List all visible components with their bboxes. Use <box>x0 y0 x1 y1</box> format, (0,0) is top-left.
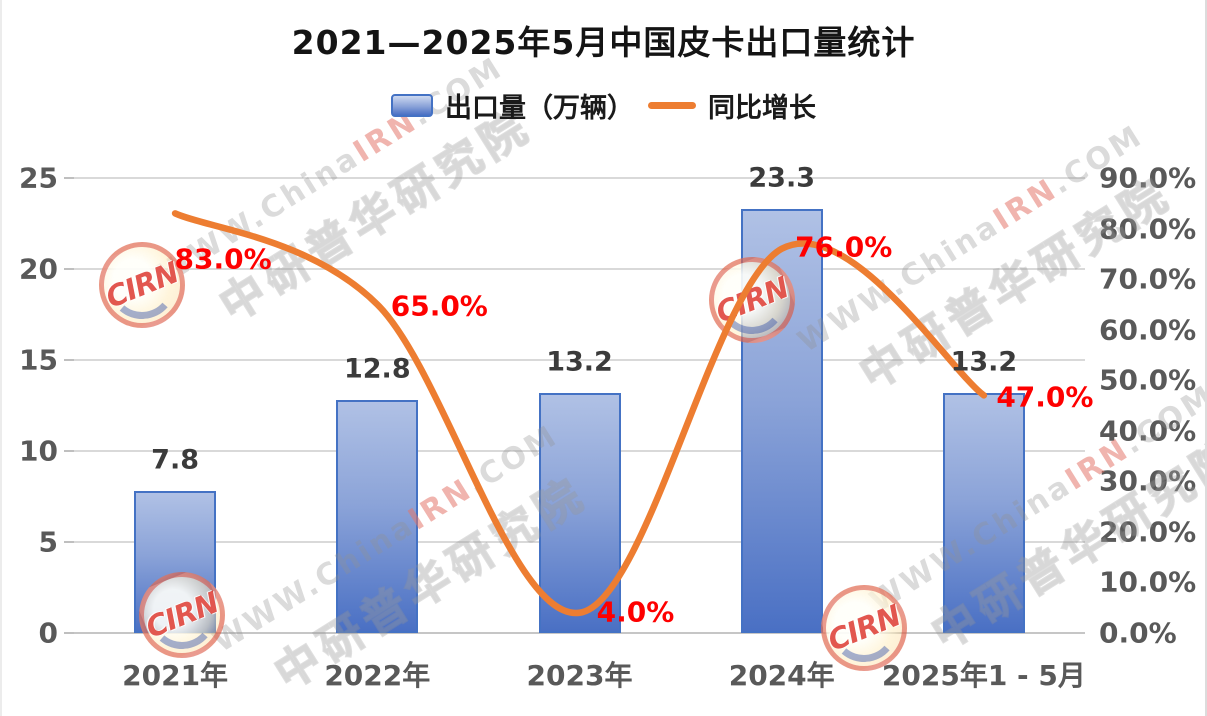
export-volume-bar <box>336 400 419 633</box>
left-axis-tick <box>64 541 74 543</box>
left-axis-label: 5 <box>38 525 58 559</box>
chart-title: 2021—2025年5月中国皮卡出口量统计 <box>291 23 916 62</box>
left-axis-label: 0 <box>38 616 58 650</box>
category-label: 2025年1 - 5月 <box>881 659 1086 692</box>
category-label: 2022年 <box>324 659 431 692</box>
left-axis-label: 15 <box>19 343 58 377</box>
right-axis-label: 40.0% <box>1099 414 1197 448</box>
bar-value-label: 13.2 <box>546 346 613 378</box>
legend: 出口量（万辆） 同比增长 <box>2 86 1205 125</box>
gridline <box>74 632 1085 634</box>
export-volume-bar <box>740 208 823 633</box>
legend-label-yoy-growth: 同比增长 <box>708 93 816 124</box>
left-axis-label: 20 <box>19 252 58 286</box>
left-axis-tick <box>64 268 74 270</box>
left-axis-label: 25 <box>19 161 58 195</box>
growth-percent-label: 76.0% <box>795 230 893 264</box>
bar-value-label: 12.8 <box>343 353 411 385</box>
left-axis-label: 10 <box>19 434 58 468</box>
bar-series-swatch-icon <box>391 94 433 117</box>
line-series-swatch-icon <box>648 102 696 109</box>
right-axis-label: 20.0% <box>1099 515 1197 549</box>
export-volume-bar <box>134 491 217 633</box>
right-axis-label: 50.0% <box>1099 363 1197 397</box>
right-axis-label: 70.0% <box>1099 262 1197 296</box>
left-axis-tick <box>64 450 74 452</box>
category-label: 2021年 <box>122 659 229 692</box>
right-axis-label: 60.0% <box>1099 313 1197 347</box>
left-axis-tick <box>64 359 74 361</box>
category-label: 2023年 <box>526 659 633 692</box>
legend-item-export-volume: 出口量（万辆） <box>391 86 634 125</box>
right-axis-label: 80.0% <box>1099 212 1197 246</box>
category-label: 2024年 <box>728 659 835 692</box>
growth-percent-label: 4.0% <box>596 595 675 629</box>
bar-value-label: 13.2 <box>950 346 1018 378</box>
right-axis-label: 30.0% <box>1099 464 1197 498</box>
left-axis-tick <box>64 632 74 634</box>
right-axis-label: 90.0% <box>1099 161 1197 195</box>
right-axis-label: 10.0% <box>1099 565 1197 599</box>
growth-percent-label: 65.0% <box>390 289 488 323</box>
bar-value-label: 7.8 <box>151 444 200 476</box>
bar-value-label: 23.3 <box>748 162 815 194</box>
right-axis-label: 0.0% <box>1099 616 1177 650</box>
export-volume-bar <box>942 392 1025 633</box>
cirn-logo-text: CIRN <box>101 255 183 315</box>
gridline <box>74 177 1085 179</box>
cirn-logo-text: CIRN <box>823 598 905 658</box>
legend-item-yoy-growth: 同比增长 <box>648 86 816 125</box>
growth-percent-label: 83.0% <box>174 242 272 276</box>
left-axis-tick <box>64 177 74 179</box>
legend-label-export-volume: 出口量（万辆） <box>445 93 634 124</box>
growth-percent-label: 47.0% <box>996 380 1094 414</box>
